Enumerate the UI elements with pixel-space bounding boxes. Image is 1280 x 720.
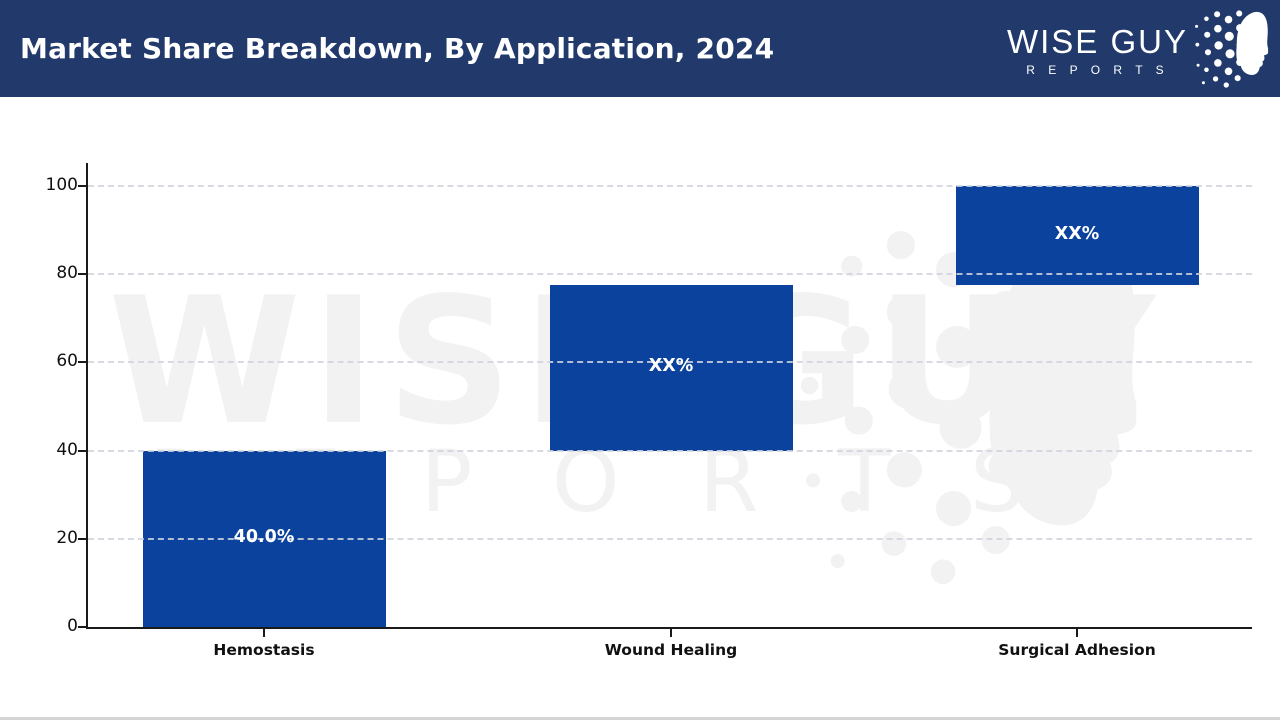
x-tick-label-surgical-adhesion: Surgical Adhesion bbox=[998, 641, 1156, 659]
bar-value-label-surgical-adhesion: XX% bbox=[1054, 223, 1100, 244]
y-tick-label: 60 bbox=[56, 351, 78, 372]
y-tick-mark bbox=[78, 626, 86, 628]
y-tick-mark bbox=[78, 273, 86, 276]
y-tick-label: 100 bbox=[45, 175, 78, 195]
wiseguy-logo: WISE GUY R E P O R T S bbox=[1007, 4, 1270, 96]
bar-wound-healing bbox=[549, 285, 793, 451]
page-title: Market Share Breakdown, By Application, … bbox=[20, 32, 775, 65]
y-tick-mark bbox=[78, 449, 86, 452]
logo-wordmark: WISE GUY bbox=[1006, 23, 1188, 60]
bar-value-label-hemostasis: 40.0% bbox=[233, 526, 295, 547]
y-tick-label: 40 bbox=[56, 439, 78, 460]
x-tick-mark bbox=[670, 629, 672, 637]
logo-text: WISE GUY R E P O R T S bbox=[1007, 23, 1188, 77]
gridline-y-100 bbox=[88, 185, 1252, 187]
gridline-y-20 bbox=[88, 537, 1252, 540]
y-axis-line bbox=[86, 163, 88, 629]
dotted-face-profile-logo-icon bbox=[1192, 8, 1270, 92]
dotted-face-profile-watermark-icon bbox=[785, 217, 1145, 603]
chart-area: WISE GUY R E P O R T S 02040608010040.0%… bbox=[0, 97, 1280, 717]
y-tick-mark bbox=[78, 537, 86, 540]
logo-subtitle: R E P O R T S bbox=[1026, 63, 1169, 77]
y-tick-label: 80 bbox=[56, 263, 78, 284]
gridline-y-60 bbox=[88, 361, 1252, 364]
gridline-y-80 bbox=[88, 273, 1252, 276]
x-tick-label-hemostasis: Hemostasis bbox=[213, 641, 315, 659]
y-tick-label: 20 bbox=[56, 527, 78, 548]
x-axis-line bbox=[86, 627, 1252, 629]
x-tick-mark bbox=[1076, 629, 1078, 637]
x-tick-label-wound-healing: Wound Healing bbox=[604, 641, 738, 659]
y-tick-label: 0 bbox=[67, 616, 78, 636]
y-tick-mark bbox=[78, 361, 86, 364]
bar-surgical-adhesion bbox=[955, 186, 1199, 286]
gridline-y-40 bbox=[88, 449, 1252, 452]
bar-value-label-wound-healing: XX% bbox=[648, 355, 694, 376]
header-banner: Market Share Breakdown, By Application, … bbox=[0, 0, 1280, 97]
bottom-border-strip bbox=[0, 717, 1280, 720]
x-tick-mark bbox=[263, 629, 265, 637]
y-tick-mark bbox=[78, 185, 86, 187]
plot-region: 0 20 40 60 80 100 40.0% Hemostasis XX% Wound Heal… bbox=[0, 97, 1280, 717]
